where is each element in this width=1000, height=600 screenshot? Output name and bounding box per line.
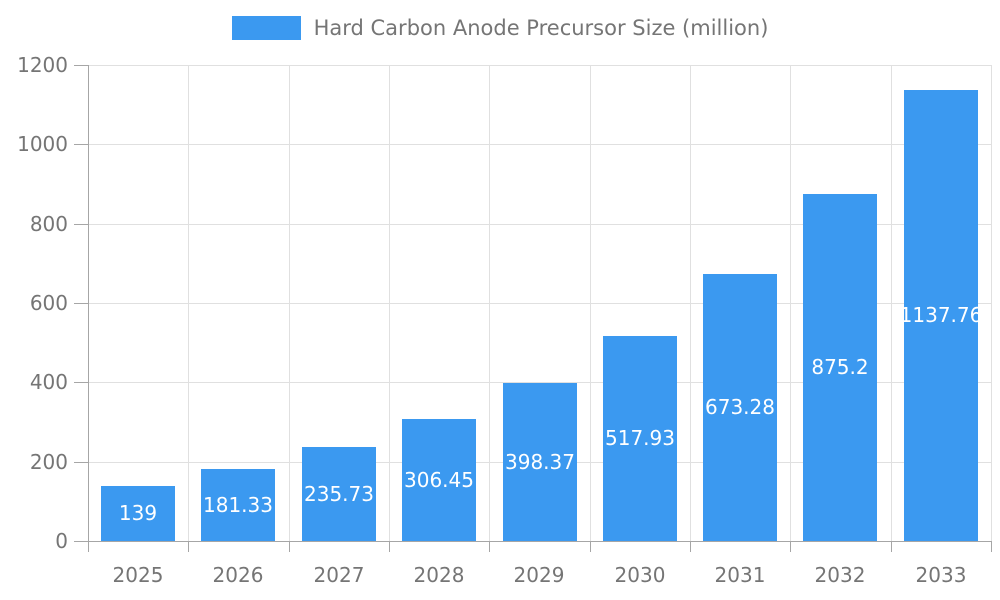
x-axis-tick — [991, 541, 992, 552]
vertical-gridline — [991, 65, 992, 541]
bar-value-label: 517.93 — [605, 426, 675, 450]
vertical-gridline — [891, 65, 892, 541]
horizontal-gridline — [88, 303, 991, 304]
horizontal-gridline — [88, 65, 991, 66]
x-axis-tick — [289, 541, 290, 552]
bar[interactable] — [603, 336, 677, 541]
y-axis-label: 400 — [29, 370, 68, 394]
bar[interactable] — [201, 469, 275, 541]
x-axis-tick — [389, 541, 390, 552]
bar[interactable] — [302, 447, 376, 541]
x-axis-label: 2033 — [915, 563, 967, 587]
bar-value-label: 875.2 — [811, 355, 869, 379]
vertical-gridline — [188, 65, 189, 541]
x-axis-tick — [790, 541, 791, 552]
x-axis-label: 2030 — [614, 563, 666, 587]
chart-legend[interactable]: Hard Carbon Anode Precursor Size (millio… — [0, 16, 1000, 40]
y-axis-label: 800 — [29, 212, 68, 236]
bar[interactable] — [101, 486, 175, 541]
bar[interactable] — [503, 383, 577, 541]
vertical-gridline — [790, 65, 791, 541]
legend-label: Hard Carbon Anode Precursor Size (millio… — [313, 16, 769, 40]
horizontal-gridline — [88, 382, 991, 383]
vertical-gridline — [690, 65, 691, 541]
y-axis-tick — [74, 224, 88, 225]
x-axis-tick — [891, 541, 892, 552]
x-axis-line — [88, 541, 991, 542]
y-axis-label: 0 — [55, 529, 68, 553]
horizontal-gridline — [88, 144, 991, 145]
x-axis-tick — [690, 541, 691, 552]
vertical-gridline — [590, 65, 591, 541]
x-axis-label: 2026 — [212, 563, 264, 587]
x-axis-label: 2029 — [513, 563, 565, 587]
bar[interactable] — [803, 194, 877, 541]
y-axis-tick — [74, 462, 88, 463]
x-axis-label: 2032 — [814, 563, 866, 587]
bar-value-label: 235.73 — [304, 482, 374, 506]
y-axis-line — [88, 65, 89, 541]
bar-value-label: 673.28 — [705, 395, 775, 419]
bar[interactable] — [904, 90, 978, 541]
bar[interactable] — [402, 419, 476, 541]
bar-value-label: 181.33 — [203, 493, 273, 517]
y-axis-label: 200 — [29, 450, 68, 474]
x-axis-label: 2031 — [714, 563, 766, 587]
x-axis-tick — [489, 541, 490, 552]
vertical-gridline — [289, 65, 290, 541]
vertical-gridline — [389, 65, 390, 541]
x-axis-label: 2027 — [313, 563, 365, 587]
legend-swatch-icon — [231, 16, 301, 40]
y-axis-label: 1200 — [17, 53, 68, 77]
x-axis-tick — [590, 541, 591, 552]
y-axis-label: 1000 — [17, 132, 68, 156]
y-axis-tick — [74, 382, 88, 383]
bar-value-label: 139 — [118, 501, 158, 525]
bar-value-label: 1137.76 — [899, 303, 983, 327]
y-axis-tick — [74, 303, 88, 304]
bar-value-label: 306.45 — [404, 468, 474, 492]
bar-value-label: 398.37 — [505, 450, 575, 474]
x-axis-label: 2025 — [112, 563, 164, 587]
x-axis-label: 2028 — [413, 563, 465, 587]
y-axis-tick — [74, 144, 88, 145]
x-axis-tick — [88, 541, 89, 552]
horizontal-gridline — [88, 224, 991, 225]
y-axis-tick — [74, 65, 88, 66]
bar[interactable] — [703, 274, 777, 541]
y-axis-tick — [74, 541, 88, 542]
y-axis-label: 600 — [29, 291, 68, 315]
x-axis-tick — [188, 541, 189, 552]
vertical-gridline — [489, 65, 490, 541]
